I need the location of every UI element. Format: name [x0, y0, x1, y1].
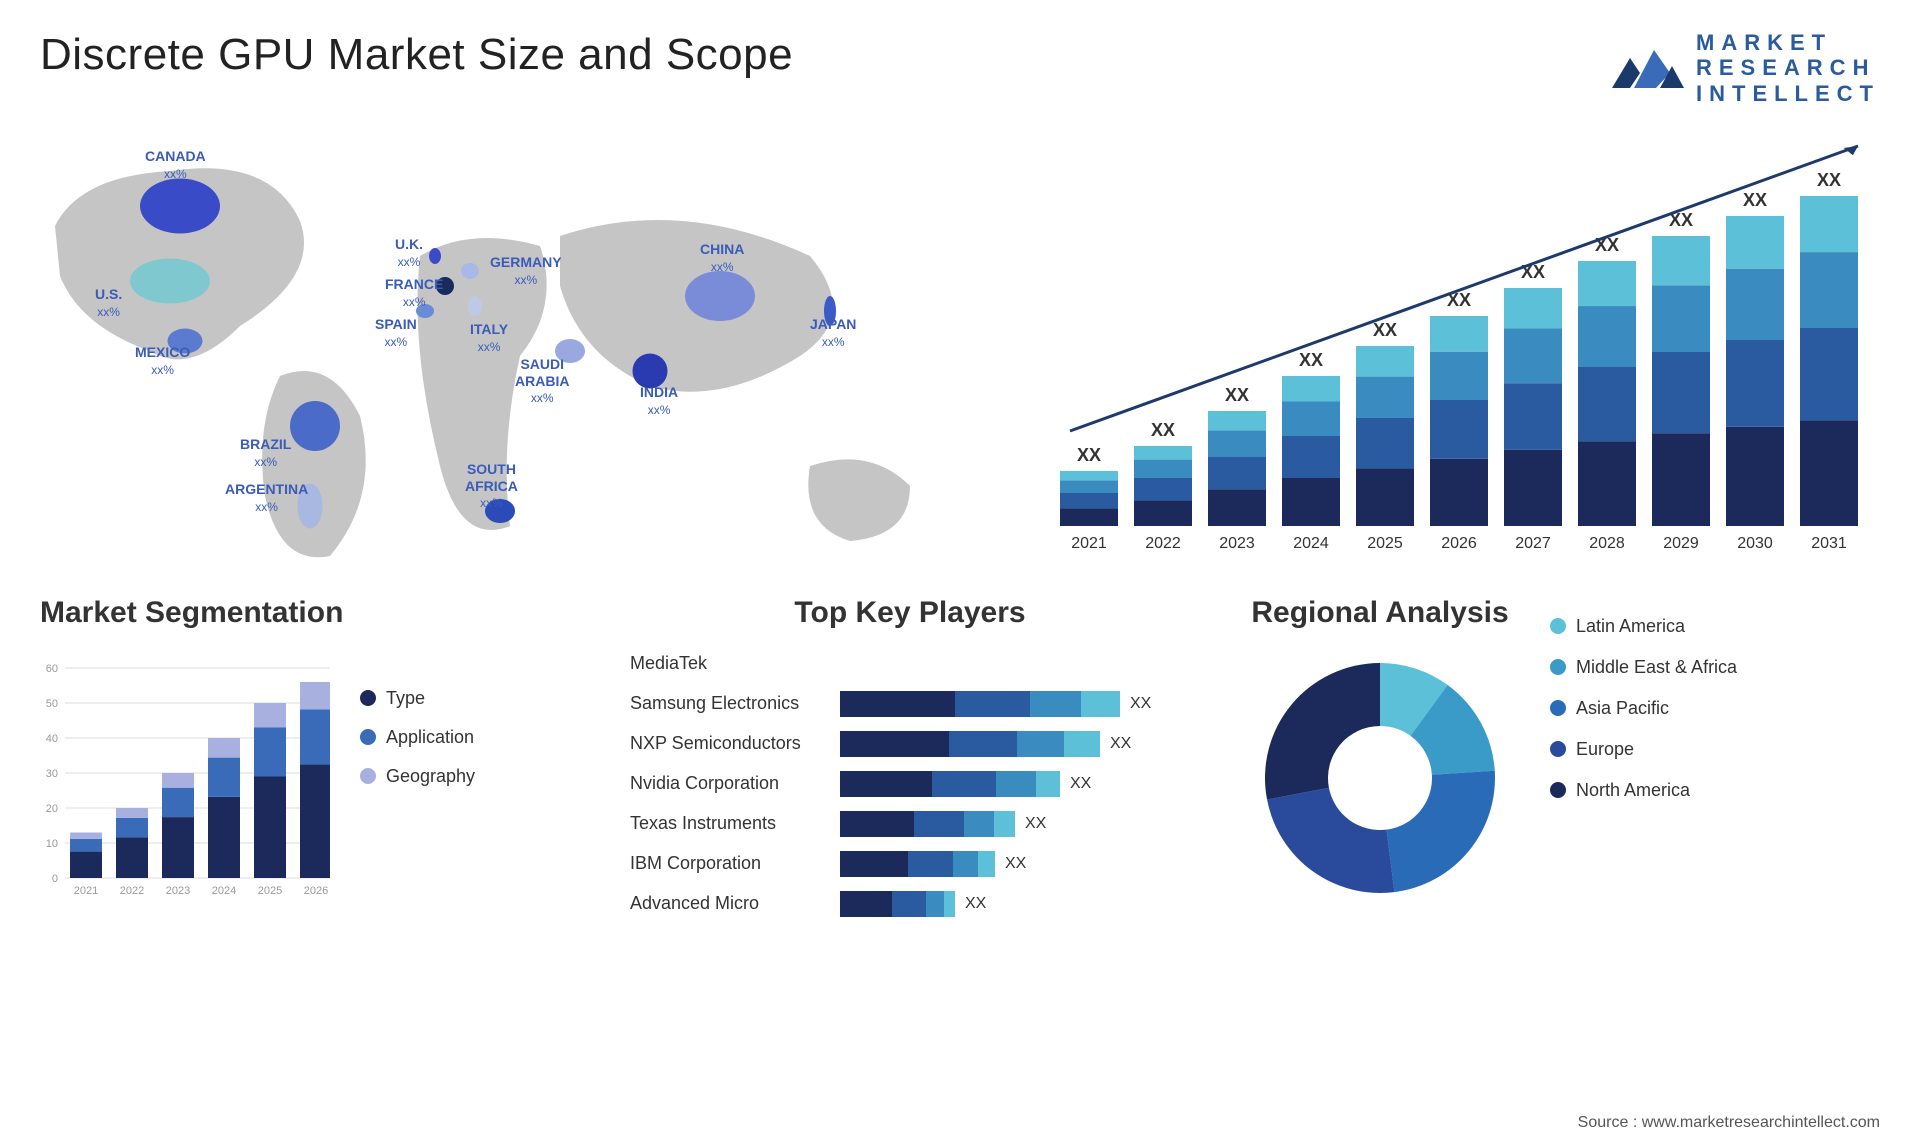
country-label: MEXICOxx%	[135, 344, 190, 378]
country-label: CANADAxx%	[145, 148, 206, 182]
country-label: U.K.xx%	[395, 236, 423, 270]
svg-text:XX: XX	[1151, 420, 1175, 440]
svg-text:2026: 2026	[304, 885, 328, 897]
svg-text:2022: 2022	[120, 885, 144, 897]
svg-text:50: 50	[46, 698, 58, 710]
logo: MARKET RESEARCH INTELLECT	[1612, 30, 1880, 106]
world-map: CANADAxx% U.S.xx% MEXICOxx% BRAZILxx% ARGENT…	[40, 126, 960, 566]
regional-legend: Latin America Middle East & Africa Asia Pa…	[1550, 596, 1737, 920]
legend-item: Type	[360, 688, 475, 709]
player-row: IBM CorporationXX	[630, 848, 1190, 880]
svg-text:XX: XX	[1077, 445, 1101, 465]
svg-text:2025: 2025	[258, 885, 282, 897]
svg-text:2026: 2026	[1441, 535, 1477, 552]
legend-item: Middle East & Africa	[1550, 657, 1737, 678]
players-list: MediaTek Samsung ElectronicsXX NXP Semicon…	[630, 648, 1190, 920]
svg-text:XX: XX	[1299, 350, 1323, 370]
svg-text:40: 40	[46, 733, 58, 745]
player-row: Advanced MicroXX	[630, 888, 1190, 920]
country-label: CHINAxx%	[700, 241, 744, 275]
svg-text:2031: 2031	[1811, 535, 1847, 552]
svg-text:2030: 2030	[1737, 535, 1773, 552]
svg-text:2029: 2029	[1663, 535, 1699, 552]
svg-text:2023: 2023	[1219, 535, 1255, 552]
player-row: MediaTek	[630, 648, 1190, 680]
svg-text:XX: XX	[1373, 320, 1397, 340]
logo-line-1: MARKET	[1696, 30, 1880, 55]
growth-chart: XX 2021 XX 2022 XX 2023 XX 2024 XX 2025 XX 2026 XX 20…	[1040, 126, 1860, 566]
svg-text:2024: 2024	[212, 885, 236, 897]
svg-text:2024: 2024	[1293, 535, 1329, 552]
player-row: Texas InstrumentsXX	[630, 808, 1190, 840]
country-label: FRANCExx%	[385, 276, 443, 310]
legend-item: Latin America	[1550, 616, 1737, 637]
country-label: ARGENTINAxx%	[225, 481, 308, 515]
svg-text:0: 0	[52, 873, 58, 885]
logo-icon	[1612, 38, 1684, 98]
country-label: SPAINxx%	[375, 316, 417, 350]
legend-item: North America	[1550, 780, 1737, 801]
country-label: SAUDIARABIAxx%	[515, 356, 569, 406]
country-label: GERMANYxx%	[490, 254, 562, 288]
regional-title: Regional Analysis	[1250, 596, 1510, 630]
player-row: NXP SemiconductorsXX	[630, 728, 1190, 760]
country-label: ITALYxx%	[470, 321, 508, 355]
logo-line-2: RESEARCH	[1696, 55, 1880, 80]
legend-item: Europe	[1550, 739, 1737, 760]
country-label: SOUTHAFRICAxx%	[465, 461, 518, 511]
svg-text:60: 60	[46, 663, 58, 675]
legend-item: Geography	[360, 766, 475, 787]
segmentation-chart: 0 10 20 30 40 50 60 2021 2022 2023 2024 2025 2026	[40, 648, 330, 908]
svg-text:2021: 2021	[74, 885, 98, 897]
regional-donut	[1250, 648, 1510, 908]
player-row: Nvidia CorporationXX	[630, 768, 1190, 800]
svg-text:10: 10	[46, 838, 58, 850]
svg-text:2021: 2021	[1071, 535, 1107, 552]
country-label: INDIAxx%	[640, 384, 678, 418]
legend-item: Application	[360, 727, 475, 748]
logo-line-3: INTELLECT	[1696, 81, 1880, 106]
svg-text:2028: 2028	[1589, 535, 1625, 552]
legend-item: Asia Pacific	[1550, 698, 1737, 719]
svg-text:XX: XX	[1743, 190, 1767, 210]
segmentation-title: Market Segmentation	[40, 596, 570, 630]
svg-text:2027: 2027	[1515, 535, 1551, 552]
players-title: Top Key Players	[630, 596, 1190, 630]
player-row: Samsung ElectronicsXX	[630, 688, 1190, 720]
segmentation-legend: Type Application Geography	[360, 648, 475, 908]
svg-text:20: 20	[46, 803, 58, 815]
svg-text:2023: 2023	[166, 885, 190, 897]
svg-text:2022: 2022	[1145, 535, 1181, 552]
source-text: Source : www.marketresearchintellect.com	[1578, 1114, 1880, 1132]
country-label: BRAZILxx%	[240, 436, 291, 470]
svg-text:30: 30	[46, 768, 58, 780]
page-title: Discrete GPU Market Size and Scope	[40, 30, 793, 80]
svg-text:XX: XX	[1225, 385, 1249, 405]
country-label: U.S.xx%	[95, 286, 122, 320]
country-label: JAPANxx%	[810, 316, 856, 350]
svg-text:2025: 2025	[1367, 535, 1403, 552]
svg-text:XX: XX	[1817, 170, 1841, 190]
